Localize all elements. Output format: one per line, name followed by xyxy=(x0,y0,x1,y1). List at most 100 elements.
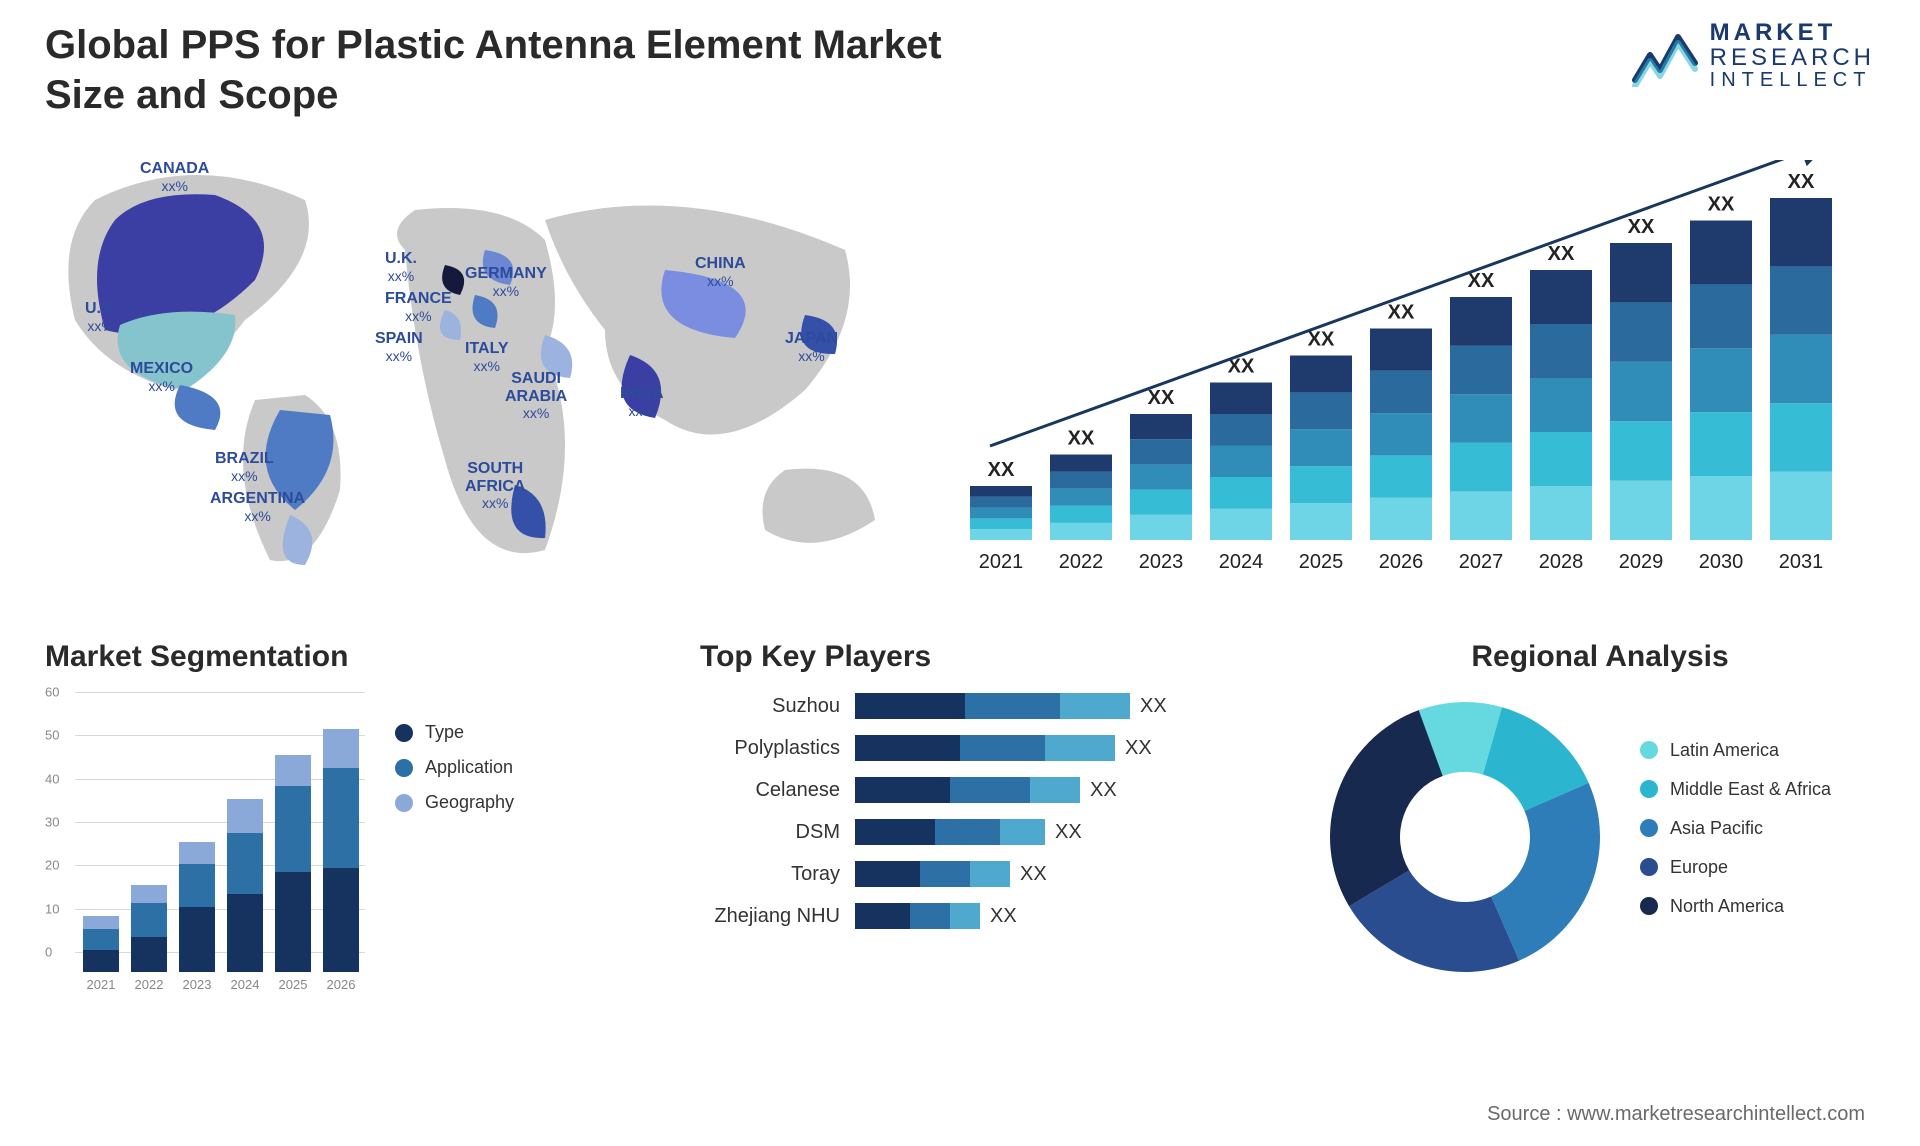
player-bar xyxy=(855,819,1045,845)
map-country-label: ITALYxx% xyxy=(465,340,509,375)
growth-bar-segment xyxy=(1610,362,1672,421)
segmentation-bar-segment xyxy=(131,903,167,938)
growth-bar-label: XX xyxy=(1388,302,1415,324)
legend-swatch xyxy=(1640,858,1658,876)
gridline xyxy=(75,735,365,736)
regional-legend: Latin AmericaMiddle East & AfricaAsia Pa… xyxy=(1640,740,1831,935)
map-country-label: CANADAxx% xyxy=(140,160,209,195)
player-bar xyxy=(855,903,980,929)
segmentation-bar-segment xyxy=(131,885,167,902)
growth-bar-label: XX xyxy=(1308,329,1335,351)
growth-bar-label: XX xyxy=(1468,270,1495,292)
growth-bar-segment xyxy=(1210,383,1272,415)
legend-swatch xyxy=(395,794,413,812)
growth-chart-svg: XX2021XX2022XX2023XX2024XX2025XX2026XX20… xyxy=(960,160,1870,580)
growth-bar-segment xyxy=(1530,378,1592,432)
legend-item: Geography xyxy=(395,792,514,813)
map-country-label: CHINAxx% xyxy=(695,255,746,290)
player-name: Zhejiang NHU xyxy=(700,905,855,928)
segmentation-bar-segment xyxy=(275,755,311,785)
segmentation-bar-segment xyxy=(323,868,359,972)
segmentation-bar-segment xyxy=(323,729,359,768)
legend-item: Middle East & Africa xyxy=(1640,779,1831,800)
segmentation-bar xyxy=(227,799,263,972)
player-row: DSM XX xyxy=(700,818,1260,846)
logo-text: MARKET RESEARCH INTELLECT xyxy=(1710,20,1875,91)
growth-bar-label: XX xyxy=(1628,216,1655,238)
growth-bar-segment xyxy=(1050,523,1112,540)
logo-line: RESEARCH xyxy=(1710,45,1875,70)
growth-year-label: 2030 xyxy=(1699,551,1744,573)
map-country-label: FRANCExx% xyxy=(385,290,452,325)
segmentation-bar xyxy=(83,916,119,972)
map-country-label: SPAINxx% xyxy=(375,330,423,365)
growth-bar-segment xyxy=(970,486,1032,497)
growth-bar-segment xyxy=(1770,403,1832,471)
growth-bar-label: XX xyxy=(1548,243,1575,265)
legend-swatch xyxy=(1640,819,1658,837)
map-country-label: SAUDIARABIAxx% xyxy=(505,370,567,423)
growth-bar-segment xyxy=(1530,324,1592,378)
segmentation-bar xyxy=(323,729,359,972)
growth-year-label: 2025 xyxy=(1299,551,1344,573)
logo-line: INTELLECT xyxy=(1710,70,1875,91)
growth-bar-segment xyxy=(1610,302,1672,361)
player-bar-segment xyxy=(1045,735,1115,761)
x-axis-label: 2024 xyxy=(227,977,263,992)
growth-bar-segment xyxy=(1050,455,1112,472)
player-value: XX xyxy=(1140,695,1167,718)
legend-label: Geography xyxy=(425,792,514,813)
key-players-panel: Top Key Players Suzhou XX Polyplastics X… xyxy=(700,640,1260,944)
legend-label: Europe xyxy=(1670,857,1728,878)
growth-bar-segment xyxy=(1210,509,1272,541)
growth-bar-segment xyxy=(1610,421,1672,480)
segmentation-bars: 0102030405060202120222023202420252026 xyxy=(45,692,365,992)
player-row: Polyplastics XX xyxy=(700,734,1260,762)
growth-bar-label: XX xyxy=(1788,171,1815,193)
segmentation-bar-segment xyxy=(275,872,311,972)
growth-bar-segment xyxy=(1130,490,1192,515)
x-axis-label: 2023 xyxy=(179,977,215,992)
growth-bar-segment xyxy=(1610,481,1672,540)
section-title: Top Key Players xyxy=(700,640,1260,674)
map-country-label: INDIAxx% xyxy=(620,385,664,420)
growth-year-label: 2027 xyxy=(1459,551,1504,573)
player-value: XX xyxy=(1125,737,1152,760)
player-name: Polyplastics xyxy=(700,737,855,760)
regional-panel: Regional Analysis Latin AmericaMiddle Ea… xyxy=(1320,640,1880,982)
gridline xyxy=(75,865,365,866)
segmentation-bar-segment xyxy=(227,799,263,834)
legend-label: North America xyxy=(1670,896,1784,917)
growth-bar-segment xyxy=(970,508,1032,519)
growth-year-label: 2023 xyxy=(1139,551,1184,573)
legend-label: Middle East & Africa xyxy=(1670,779,1831,800)
regional-donut xyxy=(1320,692,1610,982)
legend-item: Europe xyxy=(1640,857,1831,878)
player-bar-segment xyxy=(910,903,950,929)
growth-bar-segment xyxy=(1690,221,1752,285)
segmentation-bar-segment xyxy=(227,894,263,972)
growth-bar-segment xyxy=(1450,443,1512,492)
x-axis-label: 2025 xyxy=(275,977,311,992)
growth-bar-chart: XX2021XX2022XX2023XX2024XX2025XX2026XX20… xyxy=(960,160,1870,580)
segmentation-bar-segment xyxy=(179,842,215,864)
growth-bar-segment xyxy=(1450,297,1512,346)
segmentation-bar-segment xyxy=(179,907,215,972)
gridline xyxy=(75,909,365,910)
growth-bar-segment xyxy=(1450,346,1512,395)
growth-bar-label: XX xyxy=(1708,194,1735,216)
player-value: XX xyxy=(990,905,1017,928)
growth-bar-segment xyxy=(1130,414,1192,439)
x-axis-label: 2026 xyxy=(323,977,359,992)
player-name: Toray xyxy=(700,863,855,886)
segmentation-bar-segment xyxy=(179,864,215,907)
growth-bar-segment xyxy=(1050,472,1112,489)
logo-icon xyxy=(1630,25,1700,87)
growth-bar-segment xyxy=(1690,348,1752,412)
x-axis-label: 2021 xyxy=(83,977,119,992)
player-name: Celanese xyxy=(700,779,855,802)
y-axis-label: 20 xyxy=(45,858,59,873)
legend-swatch xyxy=(1640,780,1658,798)
legend-label: Latin America xyxy=(1670,740,1779,761)
growth-bar-segment xyxy=(1050,506,1112,523)
